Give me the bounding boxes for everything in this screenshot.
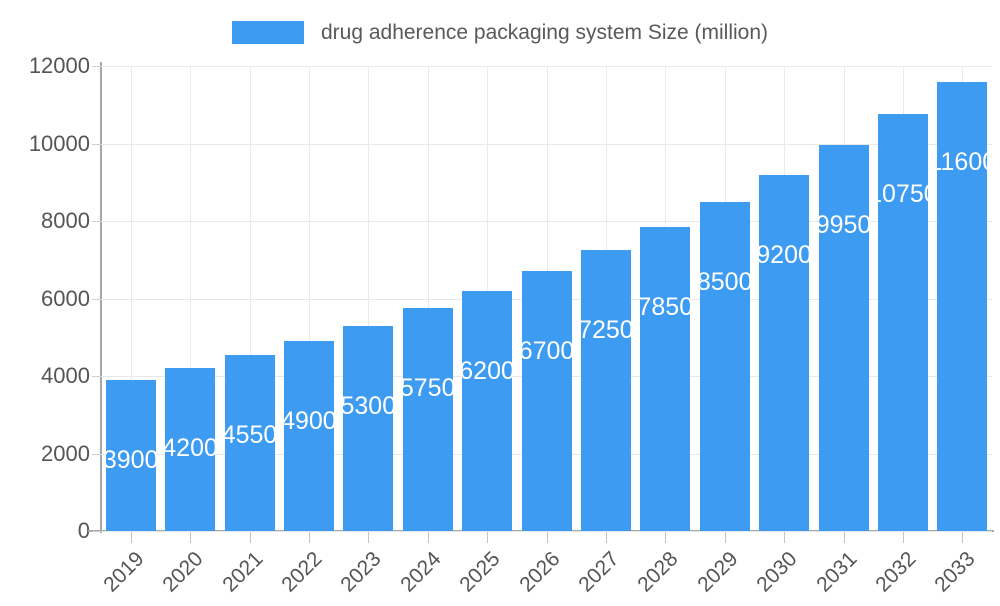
y-axis-tick-mark <box>92 376 101 377</box>
x-axis-tick-label: 2028 <box>633 547 683 597</box>
chart-legend: drug adherence packaging system Size (mi… <box>0 14 1000 50</box>
bar-value-label: 7250 <box>580 316 631 345</box>
y-axis-tick-label: 2000 <box>41 440 90 466</box>
bar-2024[interactable]: 5750 <box>402 308 453 531</box>
bar-value-label: 8500 <box>699 267 750 296</box>
bar-value-label: 9200 <box>759 240 810 269</box>
x-axis-tick-mark <box>428 532 429 543</box>
bar-value-label: 9950 <box>818 211 869 240</box>
bar-2031[interactable]: 9950 <box>818 145 869 531</box>
gridline-vertical <box>190 66 191 531</box>
bar-2019[interactable]: 3900 <box>105 379 156 531</box>
x-axis-tick-label: 2020 <box>158 547 208 597</box>
y-axis-tick-mark <box>92 453 101 455</box>
gridline-horizontal <box>101 221 992 222</box>
gridline-horizontal <box>101 531 992 532</box>
x-axis-tick-label: 2025 <box>455 547 505 597</box>
x-axis-tick-label: 2024 <box>395 547 446 597</box>
x-axis-tick-mark <box>368 532 369 543</box>
bar-value-label: 5300 <box>343 391 394 420</box>
y-axis-line <box>100 62 102 533</box>
y-axis-tick-label: 0 <box>77 518 90 543</box>
x-axis-tick-mark <box>784 532 785 543</box>
y-axis-tick-label: 12000 <box>28 53 90 78</box>
x-axis-tick-mark <box>250 532 251 543</box>
bar-value-label: 4550 <box>224 420 275 449</box>
bar-value-label: 4900 <box>283 407 334 436</box>
x-axis-tick-label: 2031 <box>811 547 862 597</box>
legend-item-0[interactable]: drug adherence packaging system Size (mi… <box>231 20 769 44</box>
gridline-vertical <box>131 66 132 531</box>
x-axis-tick-mark <box>725 532 726 543</box>
bar-2021[interactable]: 4550 <box>224 354 275 531</box>
x-axis-tick-mark <box>487 532 488 543</box>
bar-2032[interactable]: 10750 <box>877 114 928 531</box>
y-axis-tick-mark <box>92 531 101 532</box>
x-axis-tick-label: 2019 <box>98 547 149 597</box>
x-axis-tick-mark <box>309 532 310 543</box>
bar-2026[interactable]: 6700 <box>521 271 572 531</box>
bar-value-label: 10750 <box>878 180 928 209</box>
gridline-horizontal <box>101 143 992 145</box>
y-axis-tick-labels: 0 2000 4000 6000 8000 10000 12000 <box>0 0 90 600</box>
y-axis-tick-label: 8000 <box>41 208 90 233</box>
bar-value-label: 6200 <box>462 356 513 385</box>
x-axis-tick-mark <box>844 532 845 543</box>
legend-color-swatch-icon <box>231 20 304 44</box>
x-axis-tick-label: 2029 <box>692 547 743 597</box>
y-axis-tick-mark <box>92 221 101 222</box>
x-axis-tick-mark <box>665 532 666 543</box>
x-axis-tick-mark <box>962 532 963 543</box>
gridline-horizontal <box>101 66 992 67</box>
bar-value-label: 5750 <box>402 374 453 403</box>
y-axis-tick-label: 10000 <box>28 130 90 156</box>
x-axis-tick-label: 2032 <box>871 547 921 597</box>
x-axis-tick-label: 2030 <box>752 547 802 597</box>
x-axis-tick-mark <box>606 532 607 543</box>
bar-2020[interactable]: 4200 <box>165 368 216 531</box>
x-axis-tick-label: 2022 <box>277 547 327 597</box>
x-axis-tick-label: 2021 <box>217 547 268 597</box>
gridline-vertical <box>250 66 251 531</box>
y-axis-tick-label: 4000 <box>41 363 90 388</box>
plot-area: 3900 4200 4550 4900 5300 5750 6200 6700 7250 7850… <box>101 66 992 532</box>
gridline-vertical <box>309 66 310 531</box>
bar-value-label: 7850 <box>640 292 691 321</box>
x-axis-tick-mark <box>903 532 904 543</box>
x-axis-tick-label: 2027 <box>574 547 624 597</box>
y-axis-tick-mark <box>92 298 101 300</box>
bar-2025[interactable]: 6200 <box>462 290 513 531</box>
x-axis-tick-mark <box>547 532 548 543</box>
y-axis-tick-label: 6000 <box>41 285 90 311</box>
gridline-vertical <box>368 66 369 531</box>
bar-2022[interactable]: 4900 <box>283 341 334 531</box>
y-axis-tick-mark <box>92 66 101 67</box>
bar-2033[interactable]: 11600 <box>937 81 988 531</box>
bar-2029[interactable]: 8500 <box>699 201 750 531</box>
y-axis-tick-mark <box>92 143 101 145</box>
x-axis-tick-mark <box>131 532 132 543</box>
x-axis-tick-label: 2033 <box>930 547 980 597</box>
bar-value-label: 4200 <box>165 434 216 463</box>
legend-item-label: drug adherence packaging system Size (mi… <box>320 20 769 44</box>
x-axis-tick-mark <box>190 532 191 543</box>
bar-value-label: 6700 <box>521 337 572 366</box>
bar-2027[interactable]: 7250 <box>580 250 631 531</box>
bar-2023[interactable]: 5300 <box>343 325 394 531</box>
x-axis-tick-label: 2026 <box>514 547 565 597</box>
bar-2030[interactable]: 9200 <box>759 174 810 531</box>
bar-2028[interactable]: 7850 <box>640 226 691 531</box>
x-axis-tick-label: 2023 <box>336 547 386 597</box>
bar-value-label: 3900 <box>105 445 156 474</box>
bar-value-label: 11600 <box>937 147 987 176</box>
gridline-vertical <box>428 66 429 531</box>
